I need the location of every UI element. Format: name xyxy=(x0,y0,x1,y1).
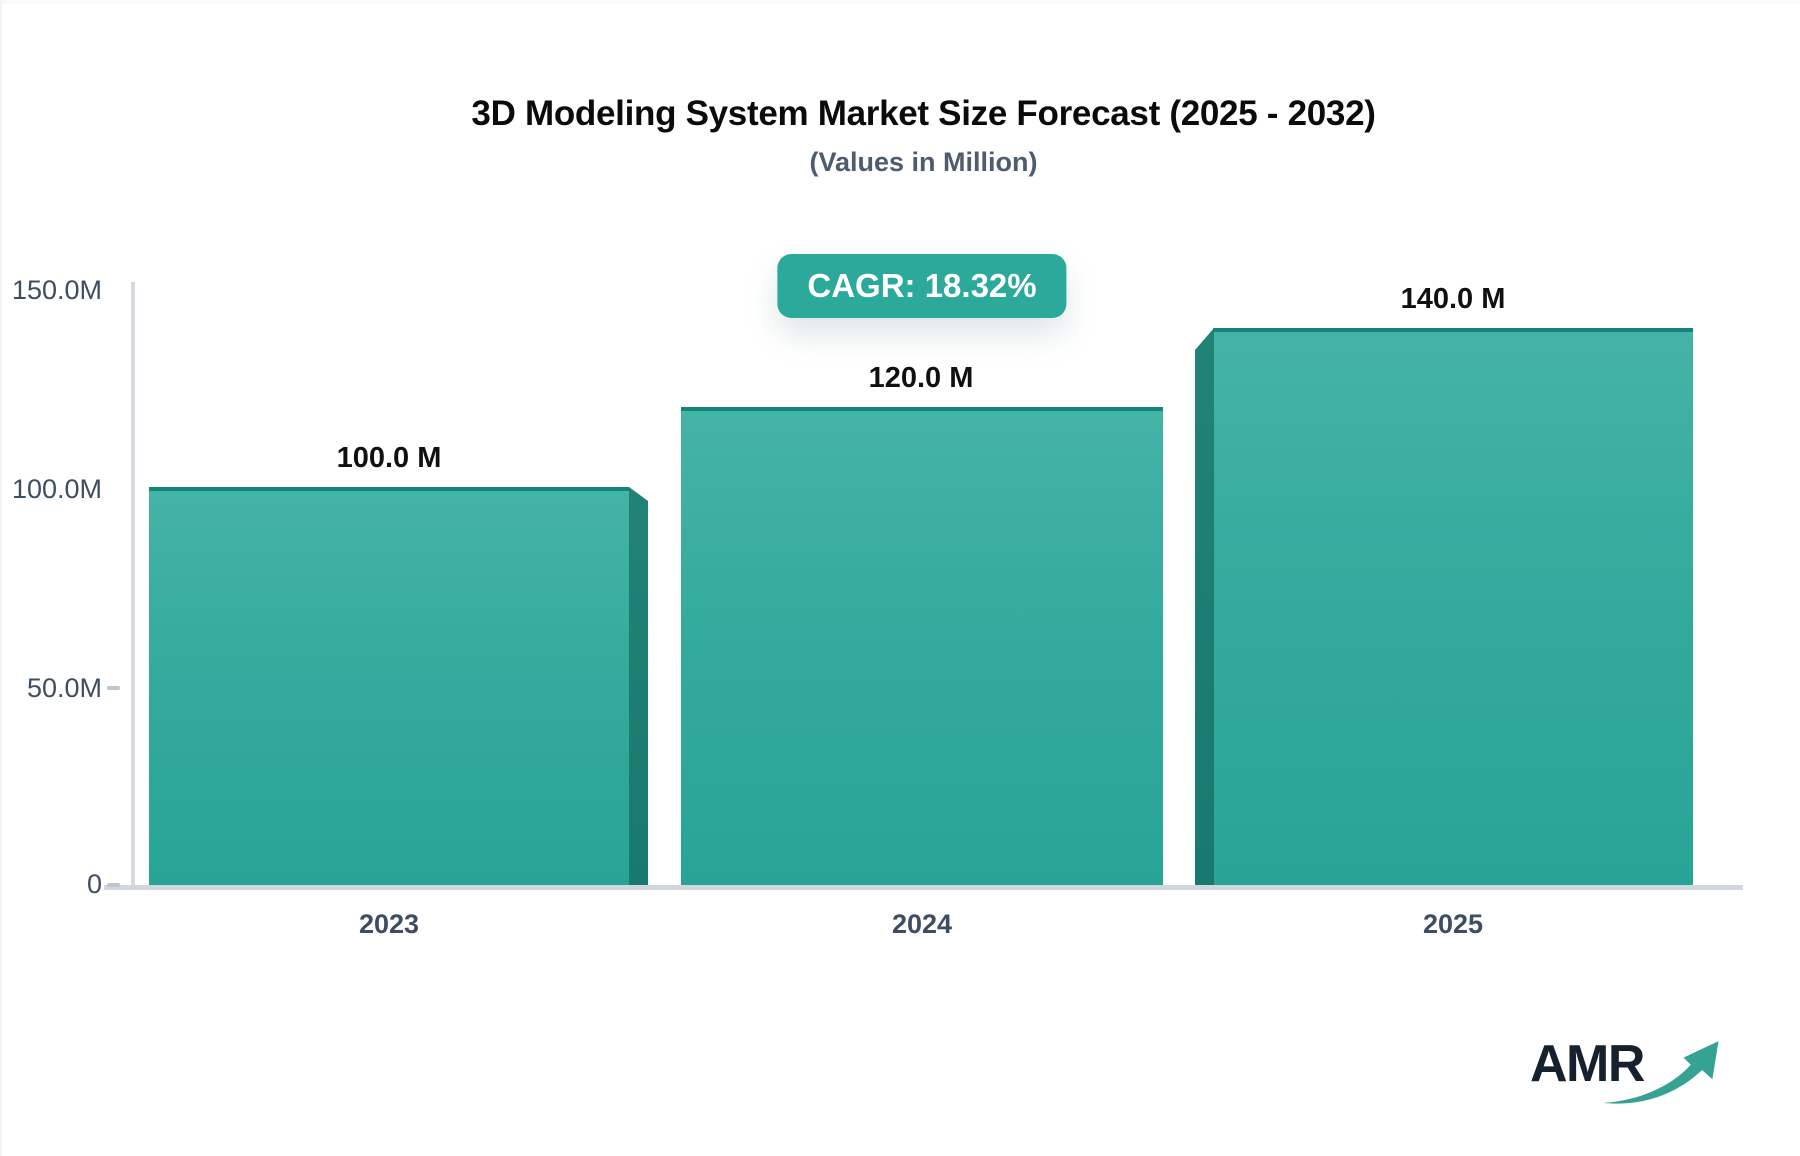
x-axis-line xyxy=(104,885,1743,890)
bar-2025 xyxy=(1213,328,1693,885)
chart-title: 3D Modeling System Market Size Forecast … xyxy=(471,94,1376,133)
trend-arrow-icon xyxy=(1603,1041,1719,1104)
y-tick-label-0: 0 xyxy=(86,869,102,899)
bar-2025-3d-side xyxy=(1195,328,1214,885)
y-tick-mark-0 xyxy=(107,883,120,887)
y-tick-label-50: 50.0M xyxy=(26,673,102,703)
y-axis-line xyxy=(131,282,135,889)
chart-subtitle: (Values in Million) xyxy=(809,147,1038,177)
bar-value-label: 120.0 M xyxy=(868,362,974,394)
bar-2023 xyxy=(149,487,629,885)
bar-2024 xyxy=(681,407,1163,885)
card-top-edge xyxy=(0,0,1800,4)
amr-logo: AMR xyxy=(1520,1028,1730,1118)
y-tick-mark-50 xyxy=(107,686,120,690)
x-axis-label-2025: 2025 xyxy=(1422,909,1484,939)
y-tick-label-150: 150.0M xyxy=(11,275,102,305)
x-axis-label-2024: 2024 xyxy=(891,909,953,939)
card-left-edge xyxy=(0,0,2,1156)
x-axis-label-2023: 2023 xyxy=(358,909,420,939)
bar-value-label: 140.0 M xyxy=(1400,283,1506,315)
amr-logo-text: AMR xyxy=(1530,1035,1645,1093)
bar-2023-3d-side xyxy=(629,487,648,885)
cagr-badge: CAGR: 18.32% xyxy=(777,254,1067,318)
y-tick-label-100: 100.0M xyxy=(11,474,102,504)
bar-value-label: 100.0 M xyxy=(336,442,442,474)
